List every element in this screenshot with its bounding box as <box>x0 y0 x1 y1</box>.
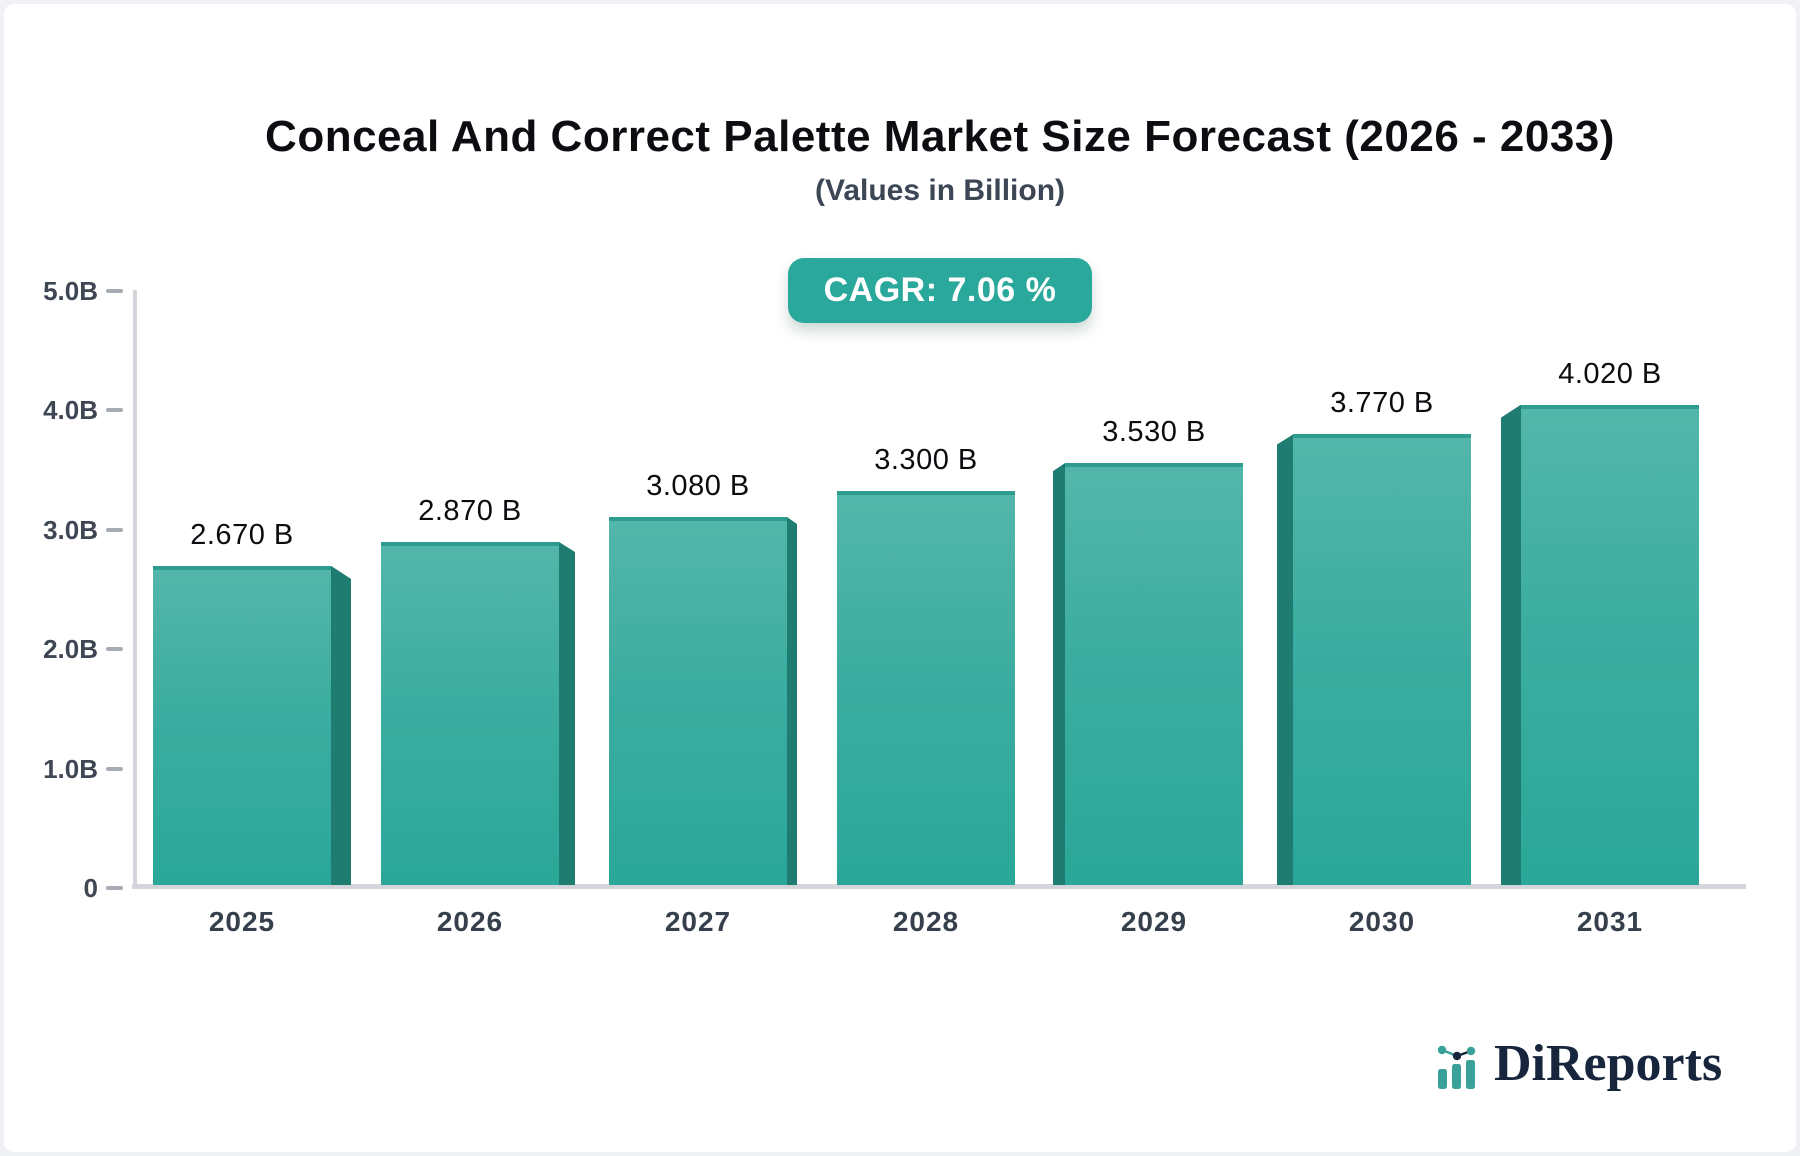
cagr-badge: CAGR: 7.06 % <box>787 258 1093 323</box>
bar-2025 <box>153 565 331 885</box>
y-tick-dash <box>106 408 123 412</box>
bar-2030 <box>1293 434 1471 885</box>
y-tick-label: 0 <box>83 873 98 903</box>
y-tick-dash <box>106 527 123 532</box>
y-tick-label: 4.0B <box>43 395 98 425</box>
bar-2031 <box>1521 404 1699 885</box>
bar-side-2027 <box>787 516 797 885</box>
x-label-2028: 2028 <box>892 906 960 937</box>
chart-title: Conceal And Correct Palette Market Size … <box>265 112 1615 161</box>
x-label-2030: 2030 <box>1348 906 1416 937</box>
bar-line-chart-icon <box>1437 1045 1476 1089</box>
bar-side-2025 <box>331 565 351 885</box>
value-label-2030: 3.770 B <box>1330 387 1434 420</box>
bar-side-2030 <box>1277 434 1293 885</box>
value-label-2031: 4.020 B <box>1558 357 1662 390</box>
plot-area: 0 1.0B 2.0B 3.0B 4.0B 5.0B 2.670 B 2.870 B 3.08… <box>4 4 1796 1152</box>
bar-side-2031 <box>1501 404 1521 885</box>
bar-side-2026 <box>559 542 575 885</box>
value-label-2025: 2.670 B <box>190 518 294 551</box>
bar-side-2029 <box>1053 463 1065 885</box>
value-label-2029: 3.530 B <box>1102 416 1206 449</box>
y-tick-label: 5.0B <box>43 275 98 306</box>
cagr-badge-row: CAGR: 7.06 % <box>134 258 1746 323</box>
value-label-2026: 2.870 B <box>418 495 522 528</box>
chart-subtitle: (Values in Billion) <box>814 174 1066 207</box>
x-axis-line <box>132 884 1746 889</box>
bar-2028 <box>837 490 1015 885</box>
chart-card: Conceal And Correct Palette Market Size … <box>4 4 1796 1152</box>
bar-2026 <box>381 542 559 885</box>
y-axis-line <box>133 290 137 886</box>
logo: DiReports <box>1436 1038 1722 1090</box>
x-label-2031: 2031 <box>1576 906 1644 937</box>
x-label-2025: 2025 <box>208 906 276 937</box>
bar-2027 <box>609 516 787 885</box>
y-tick-dash <box>106 288 123 293</box>
value-label-2028: 3.300 B <box>874 443 978 476</box>
x-label-2027: 2027 <box>664 906 732 937</box>
logo-text: DiReports <box>1494 1035 1723 1092</box>
y-tick-label: 1.0B <box>43 753 98 784</box>
y-tick-dash <box>106 886 123 890</box>
x-label-2026: 2026 <box>436 906 504 937</box>
y-tick-dash <box>106 766 123 771</box>
bar-2029 <box>1065 463 1243 885</box>
y-tick-dash <box>106 647 123 651</box>
y-tick-label: 2.0B <box>43 634 98 664</box>
value-label-2027: 3.080 B <box>646 469 750 502</box>
y-tick-label: 3.0B <box>43 514 98 545</box>
x-label-2029: 2029 <box>1120 906 1188 937</box>
